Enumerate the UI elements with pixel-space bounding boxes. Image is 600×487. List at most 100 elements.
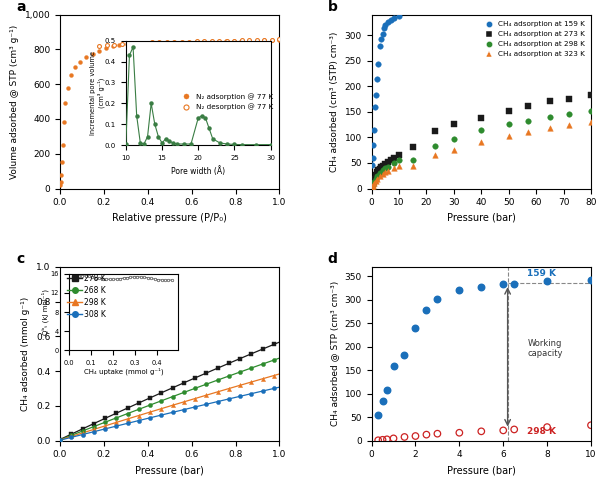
Point bbox=[368, 161, 377, 169]
Point bbox=[247, 364, 256, 372]
Point bbox=[564, 111, 574, 118]
Point bbox=[112, 414, 121, 422]
N₂ adsorption @ 77 K bbox=[207, 39, 214, 45]
Point bbox=[380, 164, 390, 172]
Point bbox=[389, 434, 398, 442]
Point bbox=[504, 120, 514, 128]
N₂ adsorption @ 77 K bbox=[230, 38, 237, 44]
Point bbox=[89, 426, 98, 433]
Point bbox=[449, 146, 458, 153]
Point bbox=[145, 394, 155, 402]
Point bbox=[389, 14, 398, 22]
N₂ adsorption @ 77 K bbox=[58, 160, 65, 166]
N₂ adsorption @ 77 K bbox=[184, 39, 191, 45]
Point bbox=[78, 431, 88, 438]
Point bbox=[168, 401, 178, 409]
Point bbox=[202, 392, 211, 399]
Point bbox=[586, 118, 596, 126]
Point bbox=[112, 422, 121, 430]
Point bbox=[368, 178, 378, 186]
Point bbox=[258, 387, 268, 395]
Point bbox=[476, 126, 486, 133]
Point bbox=[258, 375, 268, 383]
Point bbox=[157, 397, 166, 405]
Legend: 278 K, 268 K, 298 K, 308 K: 278 K, 268 K, 298 K, 308 K bbox=[64, 271, 109, 322]
Point bbox=[564, 121, 574, 129]
Point bbox=[100, 425, 110, 433]
Point bbox=[586, 421, 596, 429]
N₂ desorption @ 77 K bbox=[133, 40, 140, 46]
Point bbox=[235, 368, 245, 376]
Point bbox=[372, 172, 382, 180]
Point bbox=[373, 411, 383, 419]
Point bbox=[375, 169, 385, 177]
Point bbox=[509, 280, 519, 288]
Point bbox=[586, 276, 596, 284]
Point bbox=[383, 158, 393, 166]
N₂ adsorption @ 77 K bbox=[89, 51, 97, 56]
Point bbox=[433, 295, 442, 302]
Point bbox=[145, 414, 155, 422]
N₂ adsorption @ 77 K bbox=[253, 37, 260, 43]
Line: N₂ desorption @ 77 K: N₂ desorption @ 77 K bbox=[98, 37, 281, 48]
Point bbox=[100, 414, 110, 422]
Point bbox=[379, 24, 389, 32]
N₂ desorption @ 77 K bbox=[238, 37, 245, 43]
Point bbox=[368, 182, 378, 190]
N₂ adsorption @ 77 K bbox=[192, 39, 199, 45]
Legend: CH₄ adsorption at 159 K, CH₄ adsorption at 273 K, CH₄ adsorption at 298 K, CH₄ a: CH₄ adsorption at 159 K, CH₄ adsorption … bbox=[479, 18, 587, 60]
N₂ adsorption @ 77 K bbox=[154, 40, 161, 46]
N₂ adsorption @ 77 K bbox=[260, 37, 268, 43]
Point bbox=[134, 417, 143, 425]
Point bbox=[523, 102, 533, 110]
Point bbox=[370, 103, 380, 111]
Point bbox=[476, 139, 486, 147]
Point bbox=[509, 426, 519, 433]
Point bbox=[375, 42, 385, 50]
Point bbox=[545, 113, 554, 121]
Point bbox=[224, 385, 233, 393]
N₂ desorption @ 77 K bbox=[126, 41, 133, 47]
Point bbox=[247, 378, 256, 386]
Point bbox=[371, 92, 381, 99]
Point bbox=[368, 141, 378, 149]
X-axis label: Relative pressure (P/P₀): Relative pressure (P/P₀) bbox=[112, 213, 227, 223]
N₂ adsorption @ 77 K bbox=[116, 41, 123, 47]
X-axis label: Pressure (bar): Pressure (bar) bbox=[447, 213, 516, 223]
Point bbox=[394, 12, 404, 20]
Text: 298 K: 298 K bbox=[527, 427, 556, 436]
Point bbox=[378, 170, 388, 178]
Point bbox=[455, 286, 464, 294]
Point bbox=[213, 388, 223, 396]
Point bbox=[499, 427, 508, 434]
Point bbox=[190, 384, 200, 392]
Point bbox=[564, 94, 574, 102]
Point bbox=[134, 412, 143, 419]
N₂ desorption @ 77 K bbox=[171, 39, 178, 45]
Point bbox=[368, 154, 378, 162]
Point bbox=[368, 181, 378, 189]
N₂ adsorption @ 77 K bbox=[64, 85, 71, 91]
N₂ adsorption @ 77 K bbox=[58, 172, 65, 178]
Point bbox=[389, 159, 398, 167]
N₂ desorption @ 77 K bbox=[246, 37, 253, 43]
Point bbox=[449, 135, 458, 143]
Point bbox=[374, 60, 383, 68]
N₂ adsorption @ 77 K bbox=[161, 40, 169, 46]
Point bbox=[382, 386, 392, 394]
Point bbox=[378, 397, 388, 405]
Point bbox=[378, 30, 388, 38]
Point bbox=[389, 362, 398, 370]
Point bbox=[269, 372, 278, 379]
Point bbox=[374, 166, 383, 174]
Point bbox=[224, 372, 233, 380]
Point bbox=[383, 18, 393, 26]
Point bbox=[368, 183, 377, 190]
Point bbox=[145, 408, 155, 416]
N₂ adsorption @ 77 K bbox=[276, 37, 283, 43]
Point bbox=[394, 151, 404, 159]
N₂ desorption @ 77 K bbox=[178, 39, 185, 45]
Point bbox=[542, 277, 552, 285]
Point bbox=[375, 172, 385, 180]
Point bbox=[368, 180, 378, 187]
